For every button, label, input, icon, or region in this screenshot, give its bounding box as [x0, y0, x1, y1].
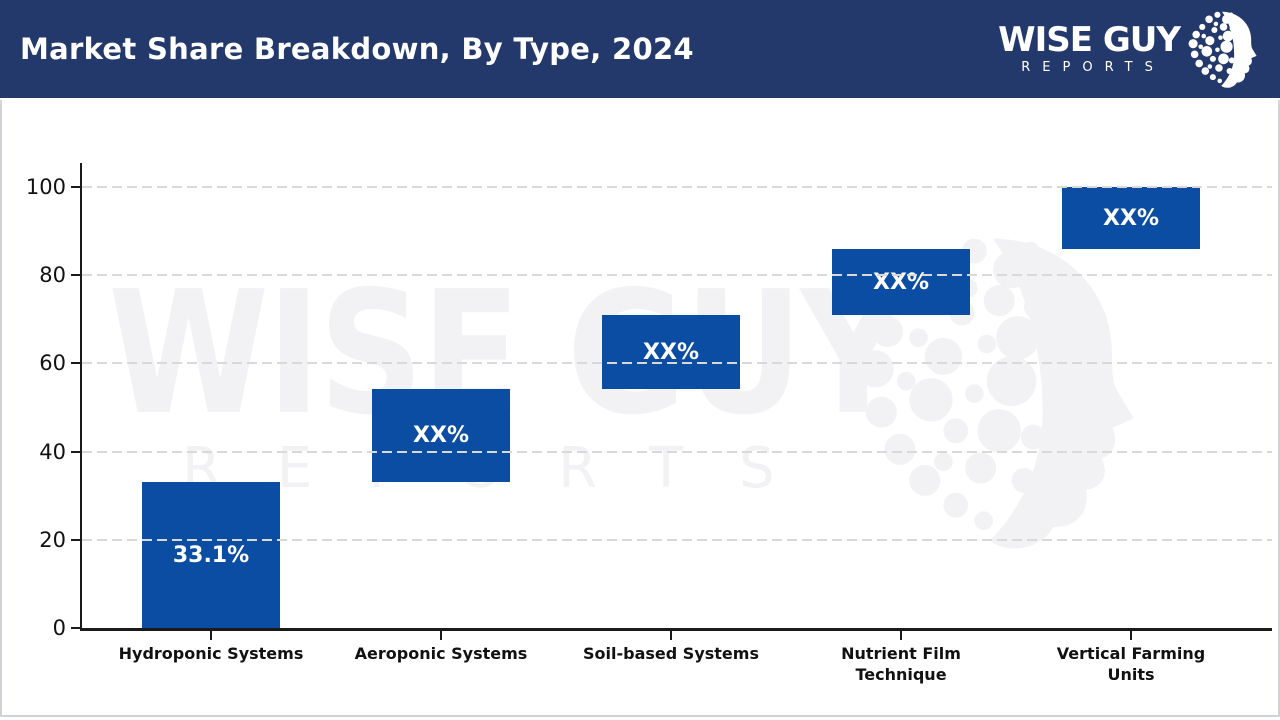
x-category-label-hydroponic-systems: Hydroponic Systems: [91, 644, 331, 665]
logo-wordmark: WISE GUY: [998, 20, 1181, 61]
bar-value-label-aeroponic-systems: XX%: [413, 423, 469, 448]
y-tick-label-100: 100: [25, 175, 66, 199]
y-axis-line: [80, 163, 82, 630]
y-tick-label-20: 20: [39, 527, 66, 552]
header-bar: Market Share Breakdown, By Type, 2024 WI…: [0, 0, 1280, 98]
x-tick-vertical-farming-units: [1130, 631, 1132, 640]
y-tick-label-0: 0: [52, 616, 66, 640]
y-tick-60: [71, 362, 80, 365]
gridline-80: [82, 274, 1272, 277]
bar-value-label-vertical-farming-units: XX%: [1103, 205, 1159, 231]
x-category-label-line: Aeroponic Systems: [354, 644, 528, 663]
bar-value-label-hydroponic-systems: 33.1%: [172, 542, 250, 568]
x-category-label-aeroponic-systems: Aeroponic Systems: [321, 644, 561, 665]
logo-head-icon: [1188, 11, 1257, 88]
bar-value-label-soil-based-systems: XX%: [643, 339, 699, 365]
y-tick-20: [71, 538, 80, 541]
x-category-label-soil-based-systems: Soil-based Systems: [551, 644, 791, 665]
chart-title: Market Share Breakdown, By Type, 2024: [20, 32, 694, 66]
x-category-label-line: Hydroponic Systems: [118, 644, 304, 663]
x-tick-aeroponic-systems: [440, 631, 442, 640]
bar-aeroponic-systems: XX%: [372, 389, 510, 482]
x-tick-nutrient-film-technique: [900, 631, 902, 640]
x-tick-soil-based-systems: [670, 631, 672, 640]
gridline-60: [82, 362, 1272, 365]
brand-logo: WISE GUY REPORTS: [998, 7, 1260, 91]
x-tick-hydroponic-systems: [210, 631, 212, 640]
x-axis-line: [80, 628, 1272, 631]
bar-hydroponic-systems: 33.1%: [142, 482, 280, 628]
brand-logo-text: WISE GUY REPORTS: [998, 20, 1181, 75]
bar-value-label-nutrient-film-technique: XX%: [873, 269, 929, 295]
x-category-label-line: Vertical Farming: [1056, 644, 1206, 663]
x-category-label-line: Units: [1107, 664, 1155, 684]
logo-subtitle: REPORTS: [1021, 59, 1165, 75]
gridline-20: [82, 538, 1272, 541]
y-tick-label-60: 60: [39, 351, 66, 376]
bar-nutrient-film-technique: XX%: [832, 249, 970, 315]
gridline-40: [82, 450, 1272, 453]
y-tick-40: [71, 450, 80, 453]
y-tick-label-40: 40: [39, 439, 66, 464]
y-tick-80: [71, 274, 80, 277]
y-tick-label-80: 80: [39, 263, 66, 288]
x-category-label-nutrient-film-technique: Nutrient Film Technique: [781, 644, 1021, 686]
y-tick-100: [71, 186, 80, 188]
bar-vertical-farming-units: XX%: [1062, 187, 1200, 249]
gridline-100: [82, 186, 1272, 188]
y-tick-0: [71, 627, 80, 629]
x-category-label-line: Nutrient Film: [841, 644, 961, 663]
x-category-label-vertical-farming-units: Vertical Farming Units: [1011, 644, 1251, 686]
x-category-label-line: Soil-based Systems: [583, 644, 759, 663]
x-category-label-line: Technique: [855, 664, 947, 684]
bar-soil-based-systems: XX%: [602, 315, 740, 389]
